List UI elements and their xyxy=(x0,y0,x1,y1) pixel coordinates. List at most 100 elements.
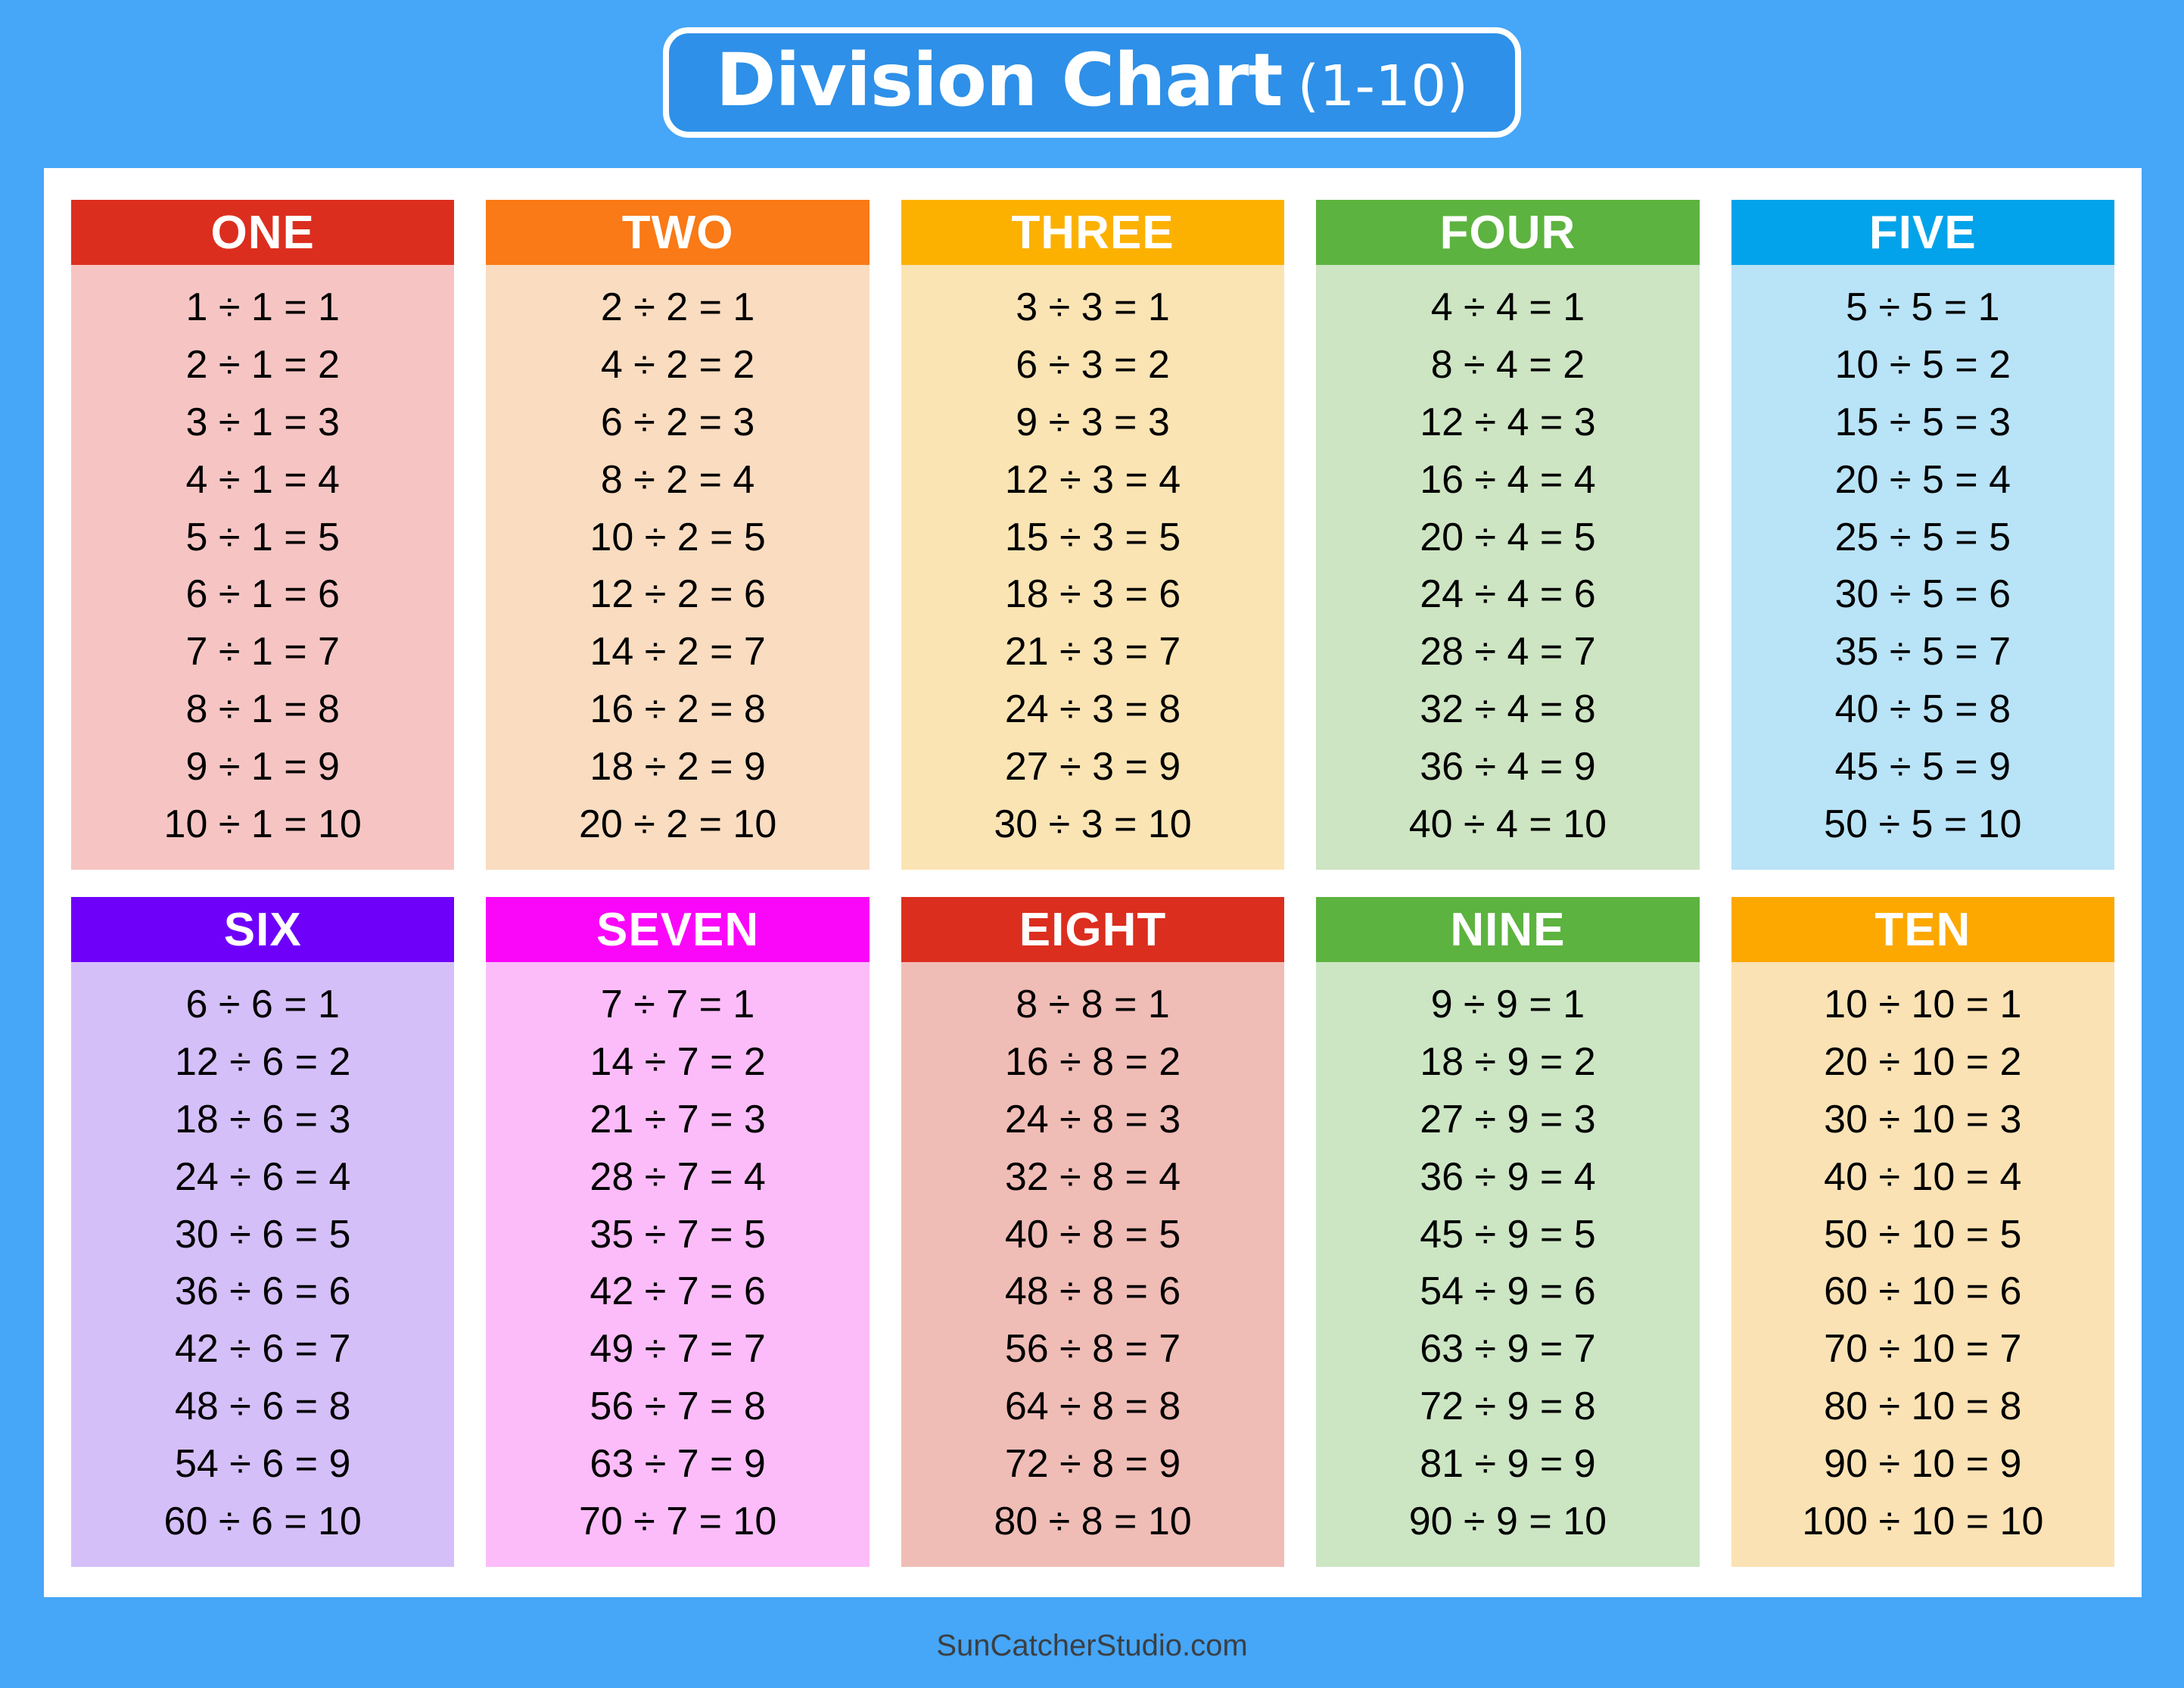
division-fact: 32 ÷ 8 = 4 xyxy=(1004,1154,1181,1199)
division-fact: 100 ÷ 10 = 10 xyxy=(1802,1500,2044,1544)
column-body-six: 6 ÷ 6 = 1 12 ÷ 6 = 2 18 ÷ 6 = 3 24 ÷ 6 = 4 3… xyxy=(71,962,455,1567)
division-fact: 21 ÷ 3 = 7 xyxy=(1004,630,1181,674)
division-fact: 35 ÷ 5 = 7 xyxy=(1834,630,2011,674)
division-fact: 21 ÷ 7 = 3 xyxy=(590,1097,766,1141)
division-fact: 40 ÷ 10 = 4 xyxy=(1824,1154,2022,1199)
division-fact: 80 ÷ 10 = 8 xyxy=(1824,1384,2022,1429)
division-fact: 12 ÷ 2 = 6 xyxy=(590,572,766,617)
division-fact: 42 ÷ 7 = 6 xyxy=(590,1269,766,1314)
division-fact: 40 ÷ 5 = 8 xyxy=(1834,687,2011,732)
division-fact: 20 ÷ 10 = 2 xyxy=(1824,1039,2022,1084)
division-fact: 10 ÷ 10 = 1 xyxy=(1824,982,2022,1026)
division-fact: 45 ÷ 5 = 9 xyxy=(1834,745,2011,789)
division-fact: 10 ÷ 1 = 10 xyxy=(163,802,362,847)
division-fact: 6 ÷ 3 = 2 xyxy=(1016,342,1170,387)
division-fact: 30 ÷ 3 = 10 xyxy=(994,802,1192,847)
division-fact: 48 ÷ 8 = 6 xyxy=(1004,1269,1181,1314)
division-fact: 10 ÷ 5 = 2 xyxy=(1834,342,2011,387)
title-badge: Division Chart (1-10) xyxy=(662,27,1522,138)
division-fact: 60 ÷ 6 = 10 xyxy=(163,1500,362,1544)
division-fact: 8 ÷ 4 = 2 xyxy=(1430,342,1585,387)
column-header-one: ONE xyxy=(71,200,455,265)
division-fact: 16 ÷ 8 = 2 xyxy=(1004,1039,1181,1084)
division-fact: 35 ÷ 7 = 5 xyxy=(590,1212,766,1257)
page-title: Division Chart xyxy=(715,38,1283,123)
division-fact: 90 ÷ 10 = 9 xyxy=(1824,1442,2022,1487)
division-fact: 7 ÷ 1 = 7 xyxy=(185,630,340,674)
division-fact: 18 ÷ 3 = 6 xyxy=(1004,572,1181,617)
division-fact: 25 ÷ 5 = 5 xyxy=(1834,515,2011,559)
division-fact: 16 ÷ 4 = 4 xyxy=(1420,457,1596,502)
title-range-label: (1-10) xyxy=(1297,54,1469,119)
footer-credit: SunCatcherStudio.com xyxy=(936,1629,1248,1662)
division-fact: 40 ÷ 4 = 10 xyxy=(1408,802,1607,847)
division-fact: 12 ÷ 6 = 2 xyxy=(175,1039,351,1084)
division-fact: 24 ÷ 4 = 6 xyxy=(1420,572,1596,617)
division-fact: 63 ÷ 9 = 7 xyxy=(1420,1327,1596,1372)
division-fact: 8 ÷ 2 = 4 xyxy=(600,457,755,502)
title-area: Division Chart (1-10) xyxy=(0,27,2184,138)
division-fact: 14 ÷ 7 = 2 xyxy=(590,1039,766,1084)
division-fact: 70 ÷ 10 = 7 xyxy=(1824,1327,2022,1372)
column-body-eight: 8 ÷ 8 = 1 16 ÷ 8 = 2 24 ÷ 8 = 3 32 ÷ 8 = 4 4… xyxy=(901,962,1285,1567)
division-fact: 18 ÷ 9 = 2 xyxy=(1420,1039,1596,1084)
division-fact: 49 ÷ 7 = 7 xyxy=(590,1327,766,1372)
division-fact: 2 ÷ 1 = 2 xyxy=(185,342,340,387)
column-header-ten: TEN xyxy=(1731,897,2115,962)
division-fact: 72 ÷ 8 = 9 xyxy=(1004,1442,1181,1487)
division-fact: 4 ÷ 4 = 1 xyxy=(1430,285,1585,329)
division-fact: 30 ÷ 10 = 3 xyxy=(1824,1097,2022,1141)
column-header-six: SIX xyxy=(71,897,455,962)
division-fact: 5 ÷ 1 = 5 xyxy=(185,515,340,559)
column-body-nine: 9 ÷ 9 = 1 18 ÷ 9 = 2 27 ÷ 9 = 3 36 ÷ 9 = 4 4… xyxy=(1316,962,1700,1567)
column-header-two: TWO xyxy=(486,200,870,265)
column-header-five: FIVE xyxy=(1731,200,2115,265)
division-fact: 3 ÷ 1 = 3 xyxy=(185,400,340,444)
column-body-one: 1 ÷ 1 = 1 2 ÷ 1 = 2 3 ÷ 1 = 3 4 ÷ 1 = 4 5 ÷ … xyxy=(71,265,455,870)
chart-card: ONE 1 ÷ 1 = 1 2 ÷ 1 = 2 3 ÷ 1 = 3 4 ÷ 1 = 4 5… xyxy=(44,168,2142,1597)
division-column-seven: SEVEN 7 ÷ 7 = 1 14 ÷ 7 = 2 21 ÷ 7 = 3 28 ÷ 7… xyxy=(486,897,870,1567)
division-fact: 28 ÷ 4 = 7 xyxy=(1420,630,1596,674)
column-body-seven: 7 ÷ 7 = 1 14 ÷ 7 = 2 21 ÷ 7 = 3 28 ÷ 7 = 4 3… xyxy=(486,962,870,1567)
chart-row-2: SIX 6 ÷ 6 = 1 12 ÷ 6 = 2 18 ÷ 6 = 3 24 ÷ 6 =… xyxy=(71,897,2115,1567)
division-fact: 27 ÷ 9 = 3 xyxy=(1420,1097,1596,1141)
division-fact: 8 ÷ 8 = 1 xyxy=(1016,982,1170,1026)
division-fact: 32 ÷ 4 = 8 xyxy=(1420,687,1596,732)
division-column-eight: EIGHT 8 ÷ 8 = 1 16 ÷ 8 = 2 24 ÷ 8 = 3 32 ÷ 8… xyxy=(901,897,1285,1567)
division-fact: 24 ÷ 8 = 3 xyxy=(1004,1097,1181,1141)
division-column-three: THREE 3 ÷ 3 = 1 6 ÷ 3 = 2 9 ÷ 3 = 3 12 ÷ 3 =… xyxy=(901,200,1285,870)
division-fact: 18 ÷ 6 = 3 xyxy=(175,1097,351,1141)
division-fact: 64 ÷ 8 = 8 xyxy=(1004,1384,1181,1429)
division-fact: 12 ÷ 3 = 4 xyxy=(1004,457,1181,502)
division-fact: 5 ÷ 5 = 1 xyxy=(1846,285,2000,329)
division-fact: 20 ÷ 5 = 4 xyxy=(1834,457,2011,502)
division-fact: 30 ÷ 5 = 6 xyxy=(1834,572,2011,617)
division-fact: 54 ÷ 6 = 9 xyxy=(175,1442,351,1487)
division-fact: 56 ÷ 7 = 8 xyxy=(590,1384,766,1429)
division-fact: 72 ÷ 9 = 8 xyxy=(1420,1384,1596,1429)
column-body-two: 2 ÷ 2 = 1 4 ÷ 2 = 2 6 ÷ 2 = 3 8 ÷ 2 = 4 10 ÷… xyxy=(486,265,870,870)
division-fact: 50 ÷ 5 = 10 xyxy=(1824,802,2022,847)
division-fact: 4 ÷ 2 = 2 xyxy=(600,342,755,387)
division-column-nine: NINE 9 ÷ 9 = 1 18 ÷ 9 = 2 27 ÷ 9 = 3 36 ÷ 9 … xyxy=(1316,897,1700,1567)
division-fact: 6 ÷ 1 = 6 xyxy=(185,572,340,617)
division-fact: 18 ÷ 2 = 9 xyxy=(590,745,766,789)
division-fact: 45 ÷ 9 = 5 xyxy=(1420,1212,1596,1257)
column-header-nine: NINE xyxy=(1316,897,1700,962)
division-fact: 8 ÷ 1 = 8 xyxy=(185,687,340,732)
division-fact: 2 ÷ 2 = 1 xyxy=(600,285,755,329)
division-fact: 40 ÷ 8 = 5 xyxy=(1004,1212,1181,1257)
division-fact: 24 ÷ 3 = 8 xyxy=(1004,687,1181,732)
division-fact: 48 ÷ 6 = 8 xyxy=(175,1384,351,1429)
division-fact: 36 ÷ 6 = 6 xyxy=(175,1269,351,1314)
division-fact: 80 ÷ 8 = 10 xyxy=(994,1500,1192,1544)
column-body-three: 3 ÷ 3 = 1 6 ÷ 3 = 2 9 ÷ 3 = 3 12 ÷ 3 = 4 15 … xyxy=(901,265,1285,870)
division-fact: 3 ÷ 3 = 1 xyxy=(1016,285,1170,329)
division-fact: 10 ÷ 2 = 5 xyxy=(590,515,766,559)
division-fact: 90 ÷ 9 = 10 xyxy=(1408,1500,1607,1544)
division-fact: 4 ÷ 1 = 4 xyxy=(185,457,340,502)
division-fact: 81 ÷ 9 = 9 xyxy=(1420,1442,1596,1487)
division-column-one: ONE 1 ÷ 1 = 1 2 ÷ 1 = 2 3 ÷ 1 = 3 4 ÷ 1 = 4 5… xyxy=(71,200,455,870)
division-fact: 63 ÷ 7 = 9 xyxy=(590,1442,766,1487)
